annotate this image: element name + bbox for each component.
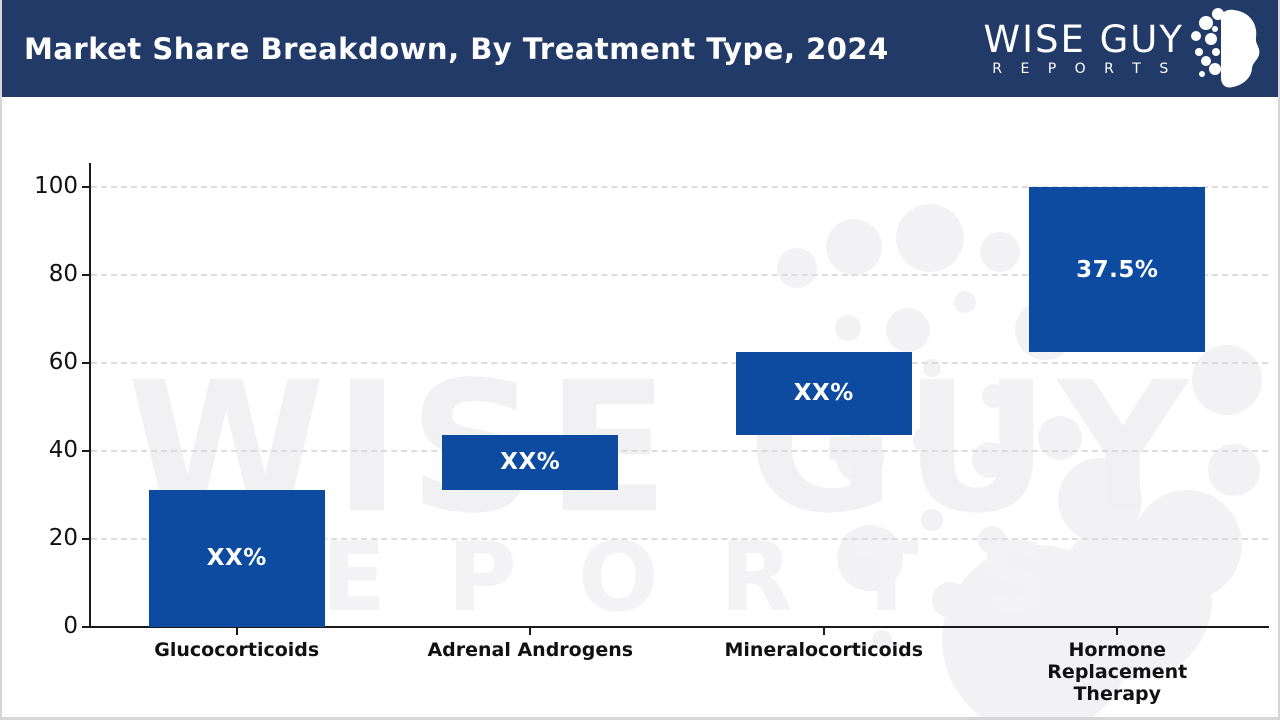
y-tick-mark bbox=[82, 626, 89, 628]
watermark-dot bbox=[835, 315, 861, 341]
logo-wordmark: WISE GUY bbox=[983, 17, 1184, 61]
x-tick-mark bbox=[235, 628, 238, 635]
wiseguy-logo: WISE GUY R E P O R T S bbox=[984, 6, 1278, 92]
y-gridline bbox=[91, 274, 1268, 276]
bar-segment: 37.5% bbox=[1029, 187, 1206, 352]
x-axis-line bbox=[89, 626, 1269, 628]
watermark-dot bbox=[980, 232, 1020, 272]
y-tick-label: 60 bbox=[48, 349, 78, 375]
watermark-dot bbox=[978, 526, 1006, 554]
watermark-dot bbox=[1192, 345, 1262, 415]
watermark-dot bbox=[777, 248, 817, 288]
watermark-dot bbox=[972, 442, 1008, 478]
watermark-dot bbox=[896, 204, 964, 272]
watermark-dot bbox=[921, 509, 943, 531]
y-gridline bbox=[91, 450, 1268, 452]
watermark-dot bbox=[913, 426, 941, 454]
y-tick-label: 100 bbox=[34, 173, 78, 199]
y-tick-mark bbox=[82, 450, 89, 452]
watermark-dot bbox=[837, 525, 903, 591]
bar-segment: XX% bbox=[148, 489, 325, 627]
x-tick-mark bbox=[822, 628, 825, 635]
wiseguy-logo-face-icon bbox=[1191, 7, 1260, 88]
watermark-dot bbox=[982, 384, 1006, 408]
wiseguy-logo-text: WISE GUY R E P O R T S bbox=[984, 21, 1184, 77]
bar-value-label: 37.5% bbox=[1076, 256, 1159, 283]
bar-segment: XX% bbox=[442, 434, 619, 490]
x-tick-mark bbox=[529, 628, 532, 635]
y-tick-mark bbox=[82, 362, 89, 364]
y-tick-label: 20 bbox=[48, 525, 78, 551]
y-tick-label: 40 bbox=[48, 437, 78, 463]
x-tick-mark bbox=[1116, 628, 1119, 635]
x-category-label: Hormone Replacement Therapy bbox=[1047, 639, 1188, 705]
bar-value-label: XX% bbox=[206, 545, 267, 572]
y-tick-mark bbox=[82, 186, 89, 188]
y-tick-label: 80 bbox=[48, 261, 78, 287]
watermark-dot bbox=[1208, 444, 1260, 496]
watermark-dot bbox=[1038, 416, 1082, 460]
y-tick-label: 0 bbox=[63, 613, 78, 639]
x-category-label: Adrenal Androgens bbox=[427, 639, 634, 661]
watermark-dot bbox=[954, 291, 976, 313]
y-gridline bbox=[91, 538, 1268, 540]
watermark-subtext: R E P O R T S bbox=[187, 523, 1063, 633]
x-category-label: Mineralocorticoids bbox=[724, 639, 924, 661]
watermark-dot bbox=[826, 219, 882, 275]
y-axis-line bbox=[89, 163, 91, 627]
logo-subtext: R E P O R T S bbox=[992, 60, 1176, 77]
watermark-dot bbox=[1132, 490, 1242, 600]
y-gridline bbox=[91, 186, 1268, 188]
bar-segment: XX% bbox=[735, 352, 912, 435]
watermark-dot bbox=[872, 630, 892, 650]
watermark-dot bbox=[836, 434, 884, 482]
y-tick-mark bbox=[82, 538, 89, 540]
header-bar: Market Share Breakdown, By Treatment Typ… bbox=[2, 0, 1278, 97]
watermark-dot bbox=[886, 308, 930, 352]
x-category-label: Glucocorticoids bbox=[154, 639, 320, 661]
chart-title: Market Share Breakdown, By Treatment Typ… bbox=[24, 31, 889, 66]
bar-value-label: XX% bbox=[793, 380, 854, 407]
y-tick-mark bbox=[82, 274, 89, 276]
chart-canvas: WISE GUY R E P O R T S 0 20 40 60 80 100 XX% Gl… bbox=[2, 97, 1278, 717]
bar-value-label: XX% bbox=[500, 449, 561, 475]
y-gridline bbox=[91, 362, 1268, 364]
